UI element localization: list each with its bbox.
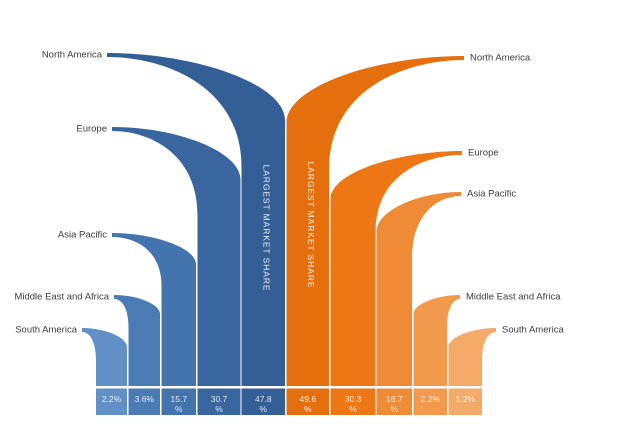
label-middle-east-and-africa-left: Middle East and Africa [14, 292, 109, 303]
center-label-left: LARGEST MARKET SHARE [262, 165, 272, 292]
svg-text:30.7%: 30.7% [211, 394, 228, 414]
ribbon-asia-pacific-right [376, 192, 461, 386]
svg-text:3.6%: 3.6% [135, 394, 155, 404]
svg-text:2.2%: 2.2% [102, 394, 122, 404]
svg-text:1.2%: 1.2% [456, 394, 476, 404]
share-cell-asia-pacific-left: 15.7% [161, 388, 196, 415]
share-cell-europe-right: 30.3% [330, 388, 376, 415]
share-cell-middle-east-and-africa-right: 2.2% [413, 388, 447, 415]
label-europe-left: Europe [76, 124, 107, 135]
share-cell-north-america-left: 47.8% [241, 388, 285, 415]
svg-text:30.3%: 30.3% [345, 394, 362, 414]
label-europe-right: Europe [468, 148, 499, 159]
label-north-america-right: North America [470, 53, 531, 64]
ribbon-europe-right [330, 151, 462, 386]
ribbon-asia-pacific-left [112, 233, 196, 386]
share-cell-middle-east-and-africa-left: 3.6% [128, 388, 160, 415]
label-north-america-left: North America [42, 50, 103, 61]
ribbon-middle-east-and-africa-right [413, 295, 460, 386]
ribbon-middle-east-and-africa-left [114, 295, 160, 386]
share-cell-south-america-left: 2.2% [96, 388, 127, 415]
svg-text:16.7%: 16.7% [386, 394, 403, 414]
share-cell-south-america-right: 1.2% [448, 388, 482, 415]
svg-text:2.2%: 2.2% [421, 394, 441, 404]
center-label-right: LARGEST MARKET SHARE [306, 162, 316, 289]
ribbon-south-america-right [448, 328, 496, 386]
svg-text:47.8%: 47.8% [255, 394, 272, 414]
label-south-america-right: South America [502, 325, 564, 336]
share-cell-europe-left: 30.7% [197, 388, 241, 415]
share-cell-asia-pacific-right: 16.7% [376, 388, 412, 415]
share-cell-north-america-right: 49.6% [286, 388, 329, 415]
ribbon-north-america-right [286, 56, 464, 386]
svg-text:49.6%: 49.6% [300, 394, 317, 414]
label-south-america-left: South America [15, 325, 77, 336]
label-middle-east-and-africa-right: Middle East and Africa [466, 292, 561, 303]
label-asia-pacific-right: Asia Pacific [467, 189, 516, 200]
ribbon-europe-left [112, 127, 241, 386]
ribbon-north-america-left [107, 53, 285, 386]
label-asia-pacific-left: Asia Pacific [58, 230, 107, 241]
svg-text:15.7%: 15.7% [171, 394, 188, 414]
ribbon-south-america-left [82, 328, 127, 386]
